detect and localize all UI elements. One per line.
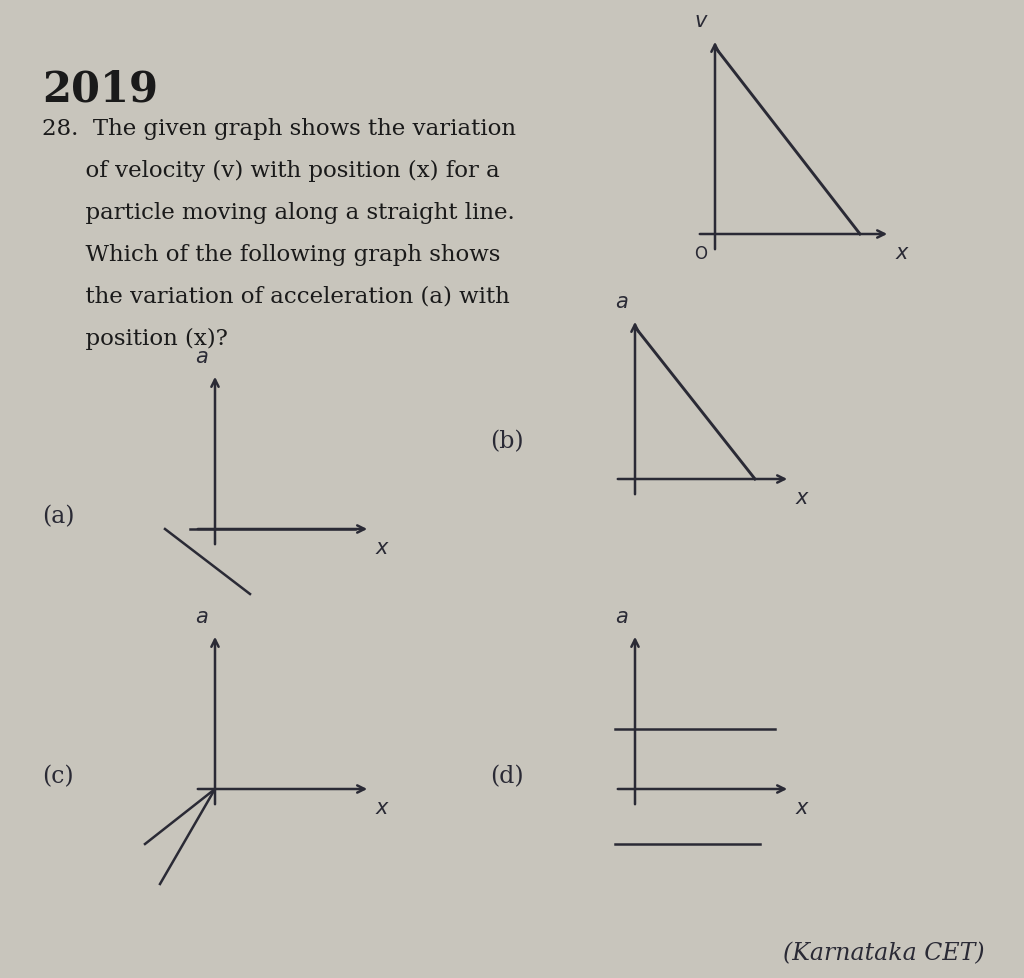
Text: Which of the following graph shows: Which of the following graph shows	[42, 244, 501, 266]
Text: O: O	[694, 244, 708, 263]
Text: x: x	[376, 797, 388, 818]
Text: particle moving along a straight line.: particle moving along a straight line.	[42, 201, 515, 224]
Text: (b): (b)	[490, 429, 523, 453]
Text: a: a	[615, 291, 629, 312]
Text: (d): (d)	[490, 764, 523, 787]
Text: 28.  The given graph shows the variation: 28. The given graph shows the variation	[42, 118, 516, 140]
Text: the variation of acceleration (a) with: the variation of acceleration (a) with	[42, 286, 510, 308]
Text: position (x)?: position (x)?	[42, 328, 228, 350]
Text: (a): (a)	[42, 505, 75, 527]
Text: x: x	[796, 487, 808, 508]
Text: 2019: 2019	[42, 67, 158, 110]
Text: a: a	[196, 346, 208, 367]
Text: a: a	[615, 606, 629, 626]
Text: v: v	[695, 11, 708, 31]
Text: x: x	[896, 243, 908, 263]
Text: a: a	[196, 606, 208, 626]
Text: (c): (c)	[42, 764, 74, 787]
Text: x: x	[376, 538, 388, 557]
Text: (Karnataka CET): (Karnataka CET)	[783, 941, 985, 964]
Text: of velocity (v) with position (x) for a: of velocity (v) with position (x) for a	[42, 159, 500, 182]
Text: x: x	[796, 797, 808, 818]
